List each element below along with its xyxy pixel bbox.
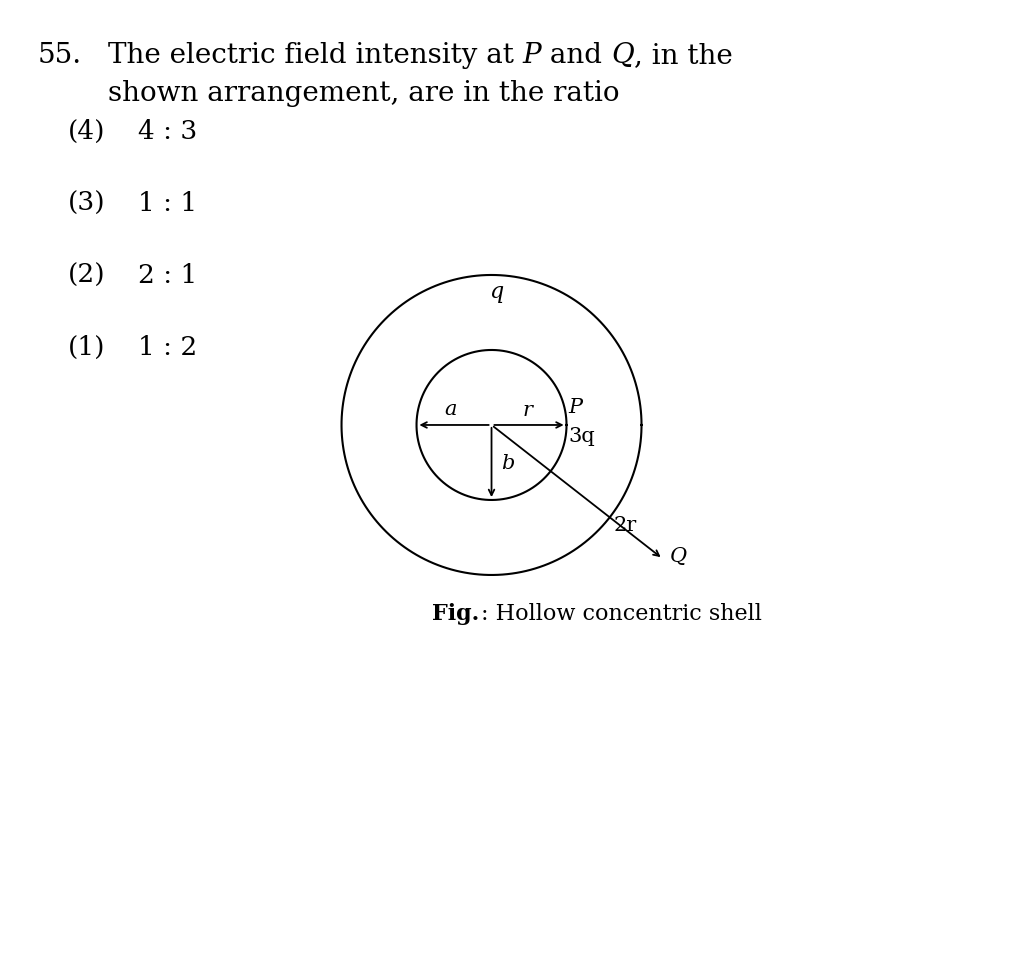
Text: (1): (1) xyxy=(68,335,105,360)
Text: The electric field intensity at: The electric field intensity at xyxy=(108,42,522,69)
Text: 55.: 55. xyxy=(38,42,82,69)
Text: , in the: , in the xyxy=(634,42,733,69)
Text: b: b xyxy=(502,455,515,474)
Text: (2): (2) xyxy=(68,263,105,288)
Text: : Hollow concentric shell: : Hollow concentric shell xyxy=(481,603,762,625)
Text: Q: Q xyxy=(611,42,634,69)
Text: 2 : 1: 2 : 1 xyxy=(138,263,198,288)
Text: q: q xyxy=(489,281,504,303)
Text: P: P xyxy=(568,398,583,417)
Text: a: a xyxy=(444,400,457,419)
Text: shown arrangement, are in the ratio: shown arrangement, are in the ratio xyxy=(108,80,620,107)
Text: and: and xyxy=(542,42,611,69)
Text: 1 : 1: 1 : 1 xyxy=(138,191,198,216)
Text: 3q: 3q xyxy=(568,427,595,446)
Text: (4): (4) xyxy=(68,119,105,144)
Text: 2r: 2r xyxy=(613,516,636,535)
Text: Q: Q xyxy=(670,547,687,566)
Text: (3): (3) xyxy=(68,191,105,216)
Text: 1 : 2: 1 : 2 xyxy=(138,335,198,360)
Text: Fig.: Fig. xyxy=(431,603,479,625)
Text: 4 : 3: 4 : 3 xyxy=(138,119,198,144)
Text: P: P xyxy=(522,42,542,69)
Text: r: r xyxy=(522,401,532,420)
